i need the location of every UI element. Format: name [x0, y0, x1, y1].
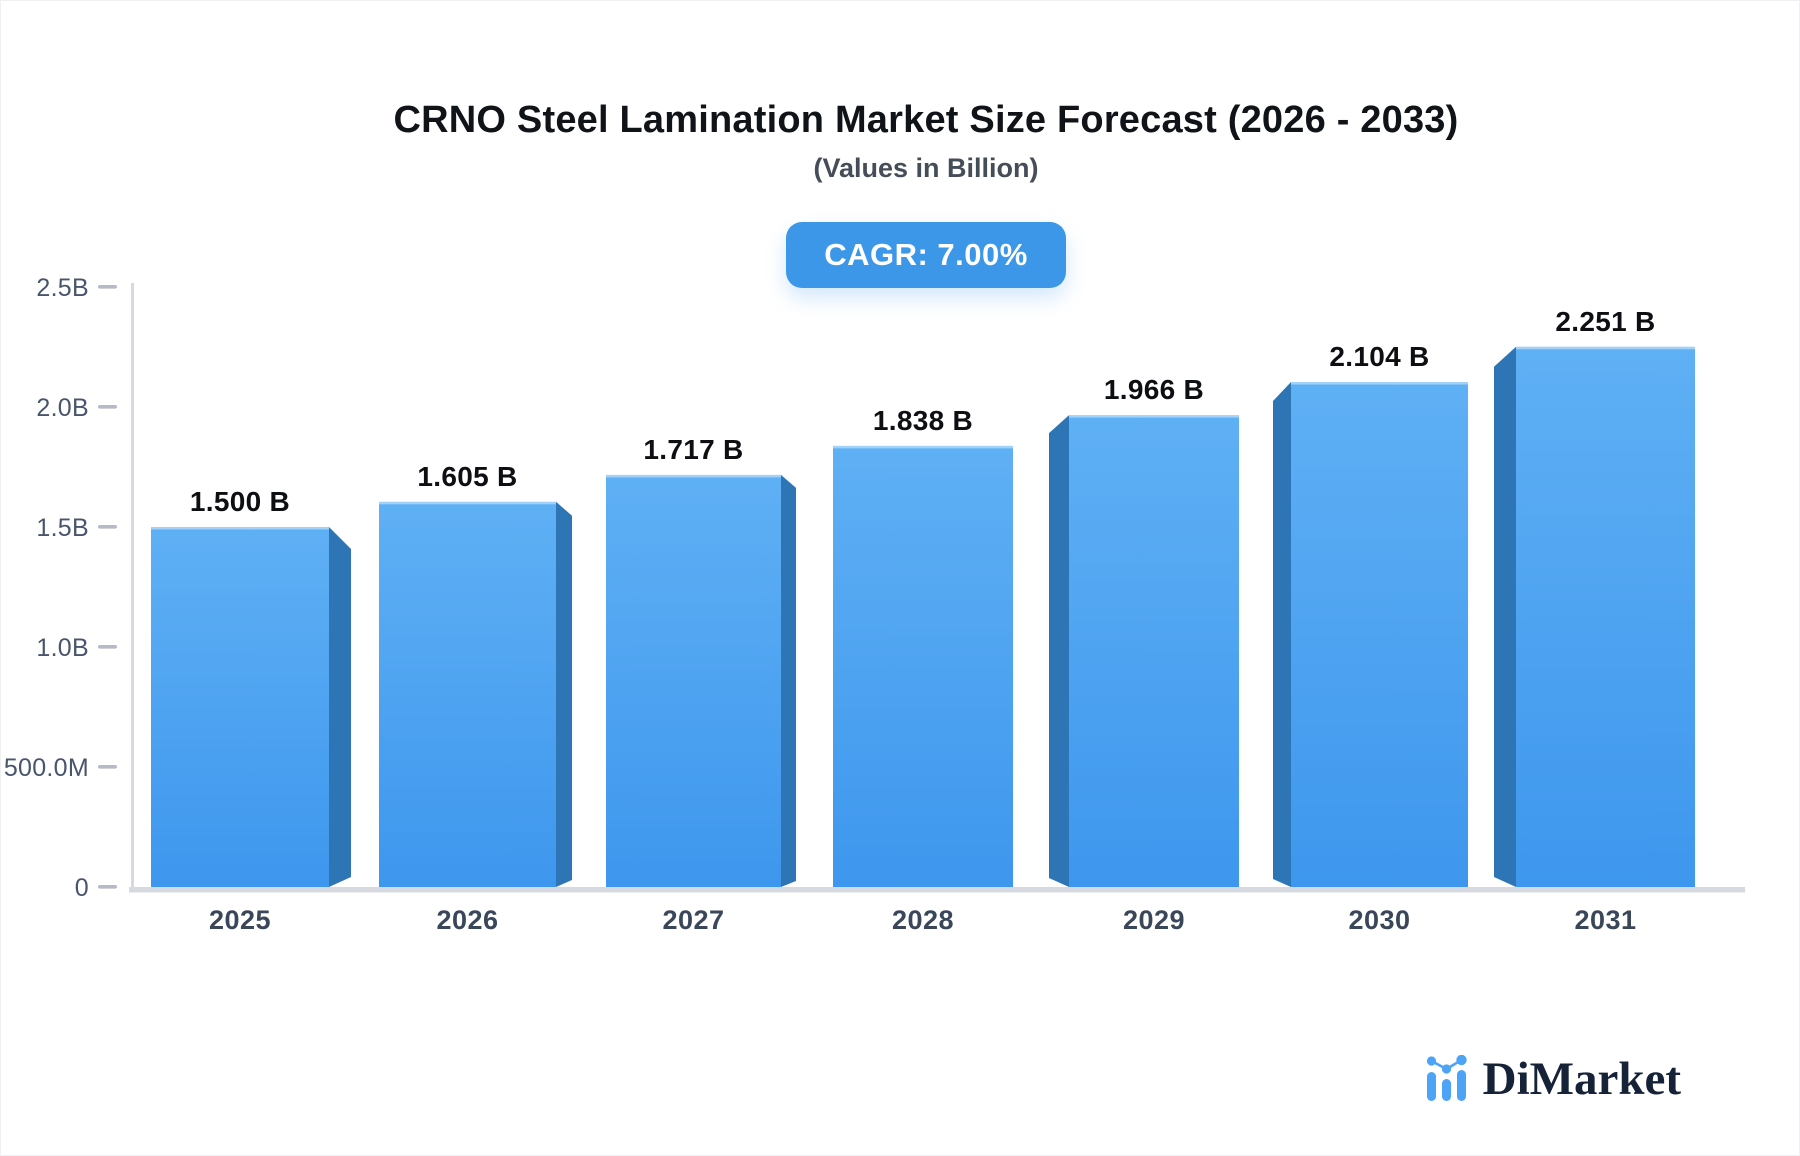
bar-top-highlight — [606, 474, 781, 478]
y-tick-label: 1.0B — [36, 634, 89, 662]
bar-group-2030: 2.104 B — [1273, 341, 1468, 887]
x-tick-label: 2026 — [436, 905, 498, 935]
bar-side-face — [1049, 415, 1069, 887]
bar-top-highlight — [379, 501, 556, 505]
bar-value-label: 2.251 B — [1555, 306, 1655, 337]
y-tick-dash — [98, 525, 117, 529]
chart-subtitle: (Values in Billion) — [813, 153, 1039, 183]
bar-group-2028: 1.838 B — [833, 405, 1013, 887]
mini-bar-chart-logo-icon — [1426, 1055, 1467, 1101]
bar-top-highlight — [151, 527, 329, 530]
bar-top-highlight — [1291, 382, 1468, 385]
bar-side-face — [1273, 382, 1291, 887]
bar-side-face — [781, 474, 796, 887]
bar-top-highlight — [833, 445, 1013, 449]
x-tick-label: 2025 — [209, 905, 271, 935]
bar-value-label: 1.838 B — [873, 405, 973, 436]
bar-side-face — [329, 527, 351, 887]
chart-header: CRNO Steel Lamination Market Size Foreca… — [51, 97, 1799, 288]
y-tick-dash — [98, 405, 117, 409]
bar-value-label: 1.605 B — [417, 461, 517, 492]
y-tick-label: 0 — [75, 874, 89, 902]
y-tick-label: 2.5B — [36, 274, 89, 302]
bar-value-label: 2.104 B — [1329, 341, 1429, 372]
y-tick-label: 1.5B — [36, 514, 89, 542]
y-tick-dash — [98, 885, 117, 889]
bar-side-face — [556, 501, 572, 887]
brand-name: DiMarket — [1482, 1052, 1681, 1105]
bar-face — [1069, 415, 1239, 887]
bar-face — [833, 445, 1013, 887]
bar-face — [1291, 382, 1468, 887]
x-tick-label: 2028 — [892, 905, 954, 935]
bar-face — [151, 527, 329, 887]
x-axis-line — [129, 887, 1745, 893]
bar-group-2025: 1.500 B — [151, 486, 351, 887]
bar-value-label: 1.966 B — [1104, 374, 1204, 405]
bar-group-2027: 1.717 B — [606, 434, 796, 887]
bar-top-highlight — [1069, 415, 1239, 418]
chart-title: CRNO Steel Lamination Market Size Foreca… — [393, 99, 1459, 141]
cagr-badge: CAGR: 7.00% — [786, 222, 1066, 288]
bar-side-face — [1494, 346, 1516, 887]
bar-group-2026: 1.605 B — [379, 461, 572, 887]
y-tick-dash — [98, 645, 117, 649]
bar-face — [606, 474, 781, 887]
y-axis-line — [131, 283, 134, 889]
y-tick-label: 2.0B — [36, 394, 89, 422]
bar-group-2029: 1.966 B — [1049, 374, 1239, 887]
bar-top-highlight — [1516, 346, 1695, 350]
bar-value-label: 1.500 B — [190, 486, 290, 517]
bar-face — [379, 501, 556, 887]
bar-group-2031: 2.251 B — [1494, 306, 1695, 887]
x-tick-label: 2030 — [1348, 905, 1410, 935]
y-tick-label: 500.0M — [4, 754, 89, 782]
bar-face — [1516, 346, 1695, 887]
x-tick-label: 2031 — [1574, 905, 1636, 935]
y-tick-dash — [98, 765, 117, 769]
x-tick-label: 2027 — [662, 905, 724, 935]
bar-value-label: 1.717 B — [643, 434, 743, 465]
brand-logo: DiMarket — [1425, 1055, 1681, 1103]
x-tick-label: 2029 — [1123, 905, 1185, 935]
y-tick-dash — [98, 285, 117, 289]
